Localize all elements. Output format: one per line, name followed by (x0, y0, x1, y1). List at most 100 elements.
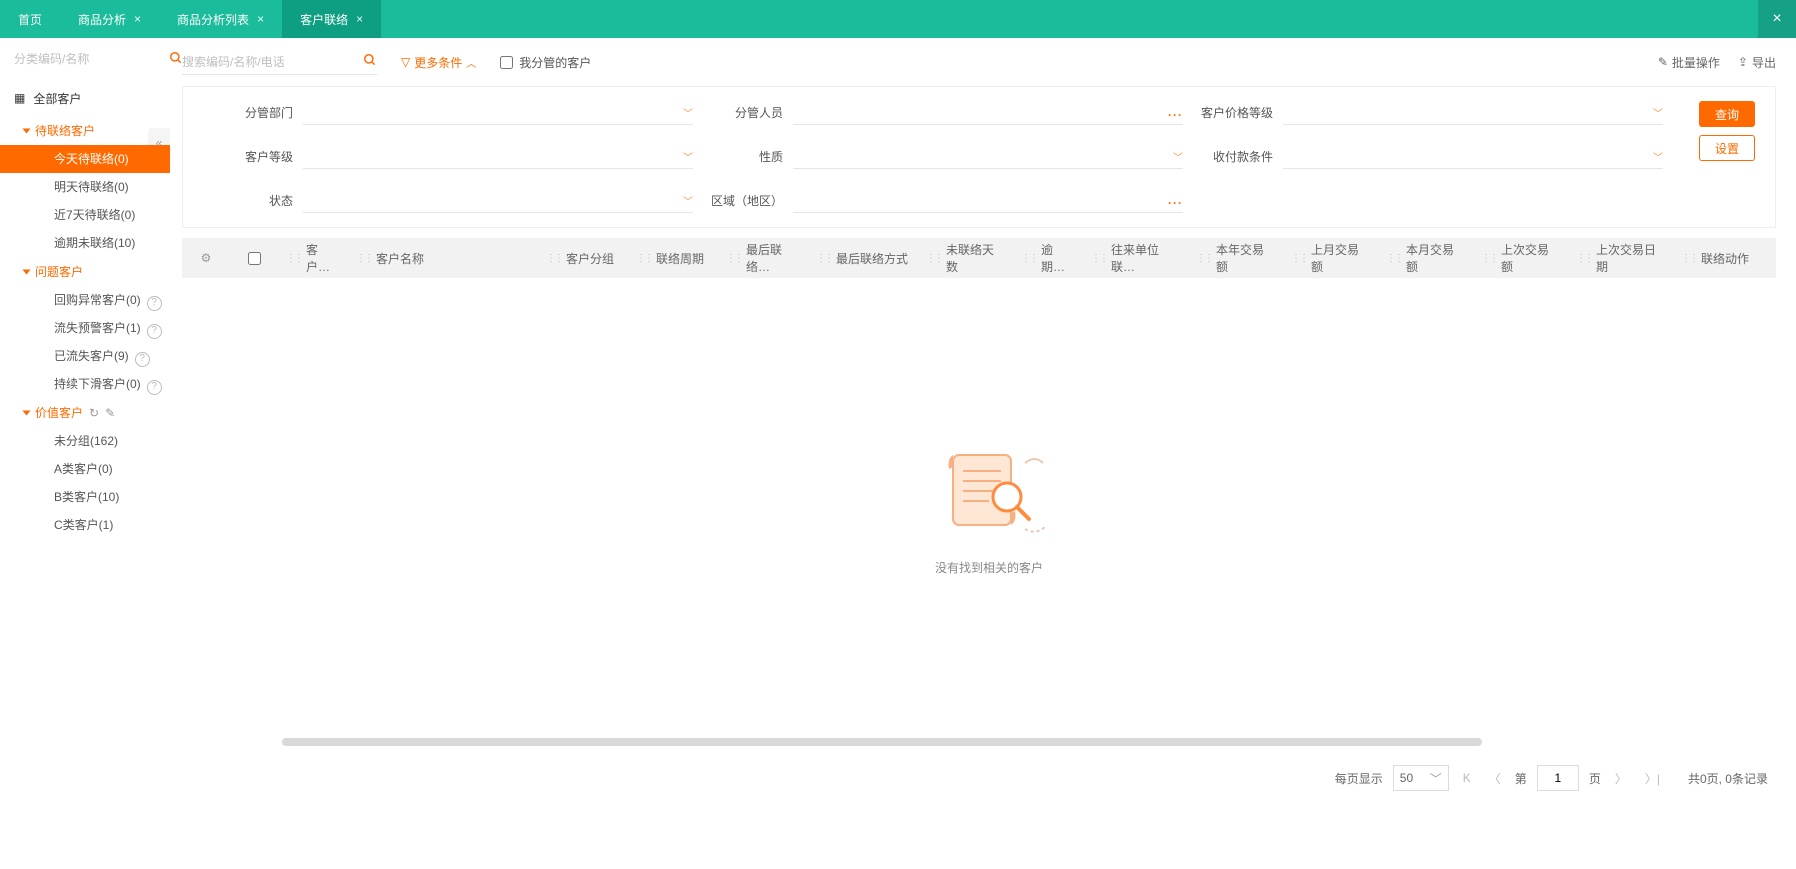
sort-icon: ⋮⋮ (1576, 253, 1592, 264)
sidebar-item-overdue[interactable]: 逾期未联络(10) (0, 229, 170, 257)
export-button[interactable]: ⇪导出 (1738, 54, 1776, 71)
sidebar-item-declining[interactable]: 持续下滑客户(0) (0, 370, 170, 398)
grid-icon: ▦ (14, 91, 27, 105)
sort-icon: ⋮⋮ (1091, 253, 1107, 264)
column-header[interactable]: ⋮⋮客户… (278, 238, 348, 278)
tab-product-analysis[interactable]: 商品分析× (60, 0, 159, 38)
my-customers-checkbox[interactable]: 我分管的客户 (500, 54, 591, 71)
sidebar-item-today[interactable]: 今天待联络(0) (0, 145, 170, 173)
column-header[interactable]: ⋮⋮未联络天数 (918, 238, 1013, 278)
caret-icon (23, 269, 31, 274)
search-icon[interactable] (363, 53, 377, 70)
more-conditions-toggle[interactable]: ▽ 更多条件 ︿ (401, 54, 476, 71)
filter-status-select[interactable]: ﹀ (303, 187, 693, 213)
page-input[interactable] (1537, 765, 1579, 791)
filter-person-picker[interactable]: ··· (793, 99, 1183, 125)
chevron-down-icon: ﹀ (683, 149, 693, 164)
caret-icon (23, 410, 31, 415)
sort-icon: ⋮⋮ (636, 253, 652, 264)
sort-icon: ⋮⋮ (726, 253, 742, 264)
sidebar-item-ungrouped[interactable]: 未分组(162) (0, 427, 170, 455)
prev-page-button[interactable]: 〈 (1485, 770, 1505, 787)
ellipsis-icon: ··· (1168, 108, 1183, 122)
column-header[interactable]: ⋮⋮本月交易额 (1378, 238, 1473, 278)
close-all-tabs-button[interactable]: × (1758, 0, 1796, 38)
column-header[interactable]: ⋮⋮最后联络方式 (808, 238, 918, 278)
filter-nature-select[interactable]: ﹀ (793, 143, 1183, 169)
refresh-icon[interactable]: ↻ (89, 406, 99, 420)
column-header[interactable]: ⋮⋮上次交易日期 (1568, 238, 1673, 278)
close-icon[interactable]: × (134, 12, 141, 26)
sidebar-item-class-c[interactable]: C类客户(1) (0, 511, 170, 539)
chevron-down-icon: ﹀ (1653, 149, 1663, 164)
table-settings-button[interactable]: ⚙ (182, 238, 230, 278)
next-page-button[interactable]: 〉 (1611, 770, 1631, 787)
filter-payment-select[interactable]: ﹀ (1283, 143, 1663, 169)
page-suffix: 页 (1589, 770, 1601, 787)
chevron-down-icon: ﹀ (1173, 149, 1183, 164)
tab-product-analysis-list[interactable]: 商品分析列表× (159, 0, 282, 38)
sidebar-item-abnormal[interactable]: 回购异常客户(0) (0, 286, 170, 314)
column-header[interactable]: ⋮⋮上月交易额 (1283, 238, 1378, 278)
edit-icon: ✎ (1658, 55, 1668, 69)
tab-customer-contact[interactable]: 客户联络× (282, 0, 381, 38)
filter-label-cust-level: 客户等级 (203, 148, 303, 169)
tab-home[interactable]: 首页 (0, 0, 60, 38)
filter-icon: ▽ (401, 55, 410, 69)
edit-icon[interactable]: ✎ (105, 406, 115, 420)
sidebar-item-class-a[interactable]: A类客户(0) (0, 455, 170, 483)
sidebar-search-input[interactable] (14, 52, 169, 66)
sidebar-item-churn-alert[interactable]: 流失预警客户(1) (0, 314, 170, 342)
sidebar-item-class-b[interactable]: B类客户(10) (0, 483, 170, 511)
sort-icon: ⋮⋮ (1386, 253, 1402, 264)
sidebar-item-churned[interactable]: 已流失客户(9) (0, 342, 170, 370)
per-page-select[interactable]: 50﹀ (1393, 765, 1449, 791)
sidebar-item-7days[interactable]: 近7天待联络(0) (0, 201, 170, 229)
filter-price-level-select[interactable]: ﹀ (1283, 99, 1663, 125)
column-header[interactable]: ⋮⋮客户名称 (348, 238, 538, 278)
settings-button[interactable]: 设置 (1699, 135, 1755, 161)
filter-region-picker[interactable]: ··· (793, 187, 1183, 213)
sidebar-group-pending[interactable]: 待联络客户 (0, 116, 170, 145)
close-icon[interactable]: × (257, 12, 264, 26)
sort-icon: ⋮⋮ (286, 253, 302, 264)
filter-cust-level-select[interactable]: ﹀ (303, 143, 693, 169)
search-input[interactable] (182, 55, 363, 69)
column-header[interactable]: ⋮⋮客户分组 (538, 238, 628, 278)
column-header[interactable]: ⋮⋮最后联络… (718, 238, 808, 278)
sort-icon: ⋮⋮ (1481, 253, 1497, 264)
page-prefix: 第 (1515, 770, 1527, 787)
sort-icon: ⋮⋮ (926, 253, 942, 264)
last-page-button[interactable]: 〉| (1641, 770, 1664, 787)
sidebar-group-value[interactable]: 价值客户↻✎ (0, 398, 170, 427)
column-header[interactable]: ⋮⋮逾期… (1013, 238, 1083, 278)
sort-icon: ⋮⋮ (816, 253, 832, 264)
select-all-checkbox[interactable] (248, 252, 261, 265)
close-icon[interactable]: × (356, 12, 363, 26)
sidebar-group-problem[interactable]: 问题客户 (0, 257, 170, 286)
sidebar-search (0, 38, 170, 80)
sort-icon: ⋮⋮ (546, 253, 562, 264)
batch-action-button[interactable]: ✎批量操作 (1658, 54, 1720, 71)
more-conditions-label: 更多条件 (414, 54, 462, 71)
my-customers-input[interactable] (500, 56, 513, 69)
column-header[interactable]: ⋮⋮上次交易额 (1473, 238, 1568, 278)
pager: 每页显示 50﹀ K 〈 第 页 〉 〉| 共0页, 0条记录 (182, 756, 1796, 800)
filter-dept-select[interactable]: ﹀ (303, 99, 693, 125)
empty-illustration-icon (929, 441, 1049, 541)
toolbar: ▽ 更多条件 ︿ 我分管的客户 ✎批量操作 ⇪导出 (182, 38, 1796, 86)
column-header[interactable]: ⋮⋮联络周期 (628, 238, 718, 278)
column-header[interactable]: ⋮⋮往来单位联… (1083, 238, 1188, 278)
chevron-down-icon: ﹀ (1653, 105, 1663, 120)
sidebar-item-tomorrow[interactable]: 明天待联络(0) (0, 173, 170, 201)
query-button[interactable]: 查询 (1699, 101, 1755, 127)
horizontal-scrollbar[interactable] (182, 738, 1776, 748)
column-header[interactable]: ⋮⋮本年交易额 (1188, 238, 1283, 278)
chevron-down-icon: ﹀ (683, 105, 693, 120)
first-page-button[interactable]: K (1459, 771, 1475, 785)
sidebar-all-customers[interactable]: ▦ 全部客户 (0, 80, 170, 116)
column-header[interactable]: ⋮⋮联络动作 (1673, 238, 1763, 278)
sort-icon: ⋮⋮ (1291, 253, 1307, 264)
filter-label-person: 分管人员 (693, 104, 793, 125)
ellipsis-icon: ··· (1168, 196, 1183, 210)
